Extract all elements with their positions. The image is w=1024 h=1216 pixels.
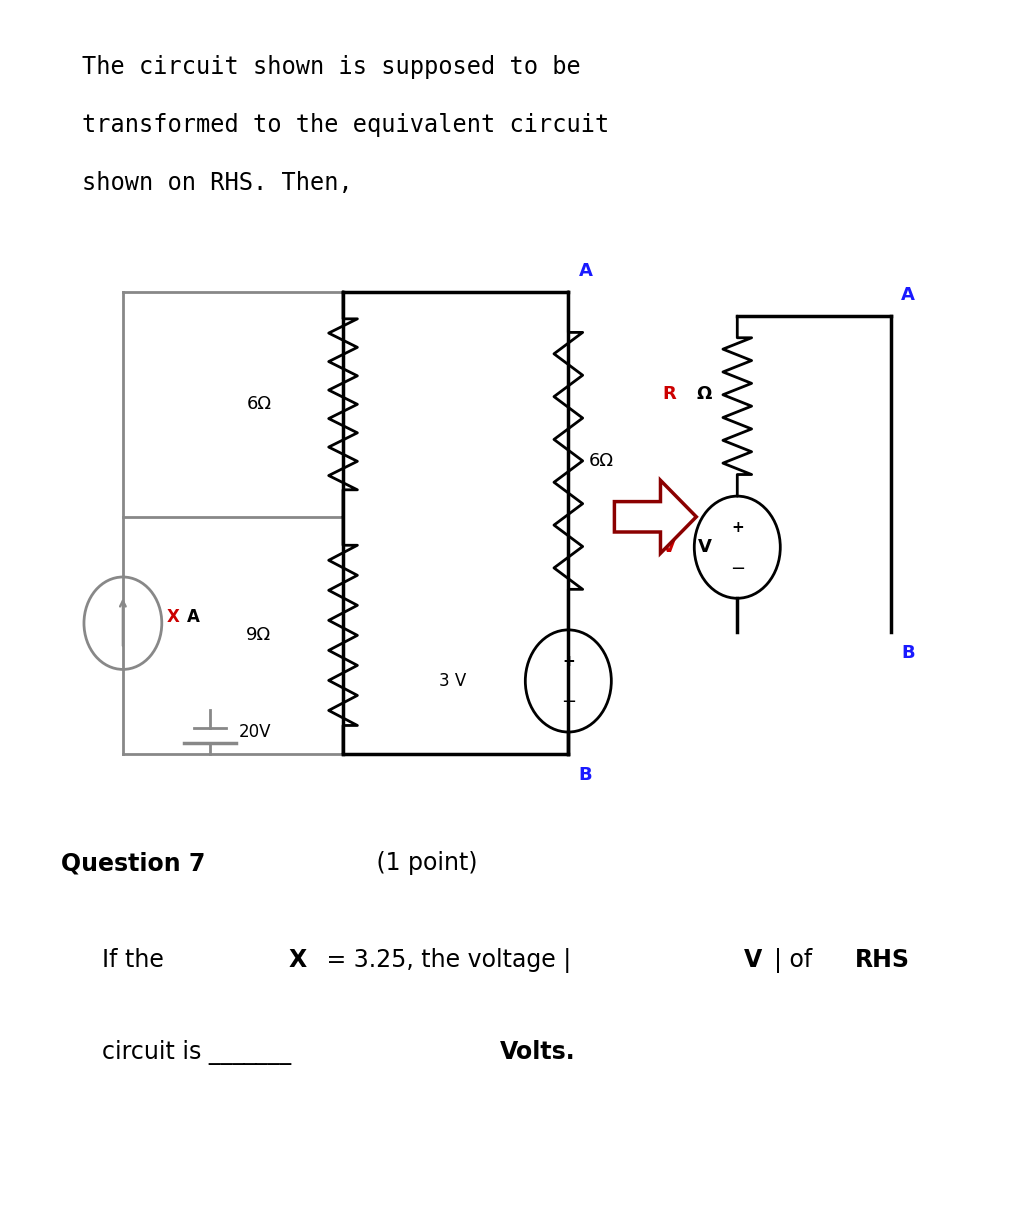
Text: If the: If the	[102, 948, 172, 973]
Text: | of: | of	[774, 948, 820, 974]
Text: A: A	[579, 261, 593, 280]
Text: transformed to the equivalent circuit: transformed to the equivalent circuit	[82, 113, 609, 137]
Text: The circuit shown is supposed to be: The circuit shown is supposed to be	[82, 55, 581, 79]
Text: V: V	[697, 539, 712, 556]
Text: V: V	[743, 948, 762, 973]
Text: X: X	[289, 948, 307, 973]
Text: A: A	[901, 286, 915, 304]
Text: X: X	[167, 608, 180, 626]
Text: 20V: 20V	[239, 724, 271, 741]
Text: B: B	[901, 644, 914, 663]
Text: shown on RHS. Then,: shown on RHS. Then,	[82, 171, 352, 196]
Text: −: −	[730, 559, 744, 578]
Text: Volts.: Volts.	[500, 1040, 575, 1064]
Text: circuit is _______: circuit is _______	[102, 1040, 299, 1065]
Text: = 3.25, the voltage |: = 3.25, the voltage |	[319, 948, 571, 974]
Text: A: A	[187, 608, 201, 626]
Text: +: +	[562, 654, 574, 669]
Text: 9Ω: 9Ω	[246, 626, 271, 644]
Text: (1 point): (1 point)	[369, 851, 477, 876]
Text: +: +	[731, 520, 743, 535]
Text: 6Ω: 6Ω	[247, 395, 271, 413]
Text: B: B	[579, 766, 592, 784]
Polygon shape	[614, 480, 696, 553]
Text: Question 7: Question 7	[61, 851, 206, 876]
Text: 3 V: 3 V	[438, 672, 466, 689]
Text: RHS: RHS	[855, 948, 910, 973]
Text: 6Ω: 6Ω	[589, 452, 613, 469]
Text: V: V	[662, 539, 676, 556]
Text: R: R	[663, 385, 676, 402]
Text: −: −	[561, 693, 575, 711]
Text: Ω: Ω	[696, 385, 712, 402]
